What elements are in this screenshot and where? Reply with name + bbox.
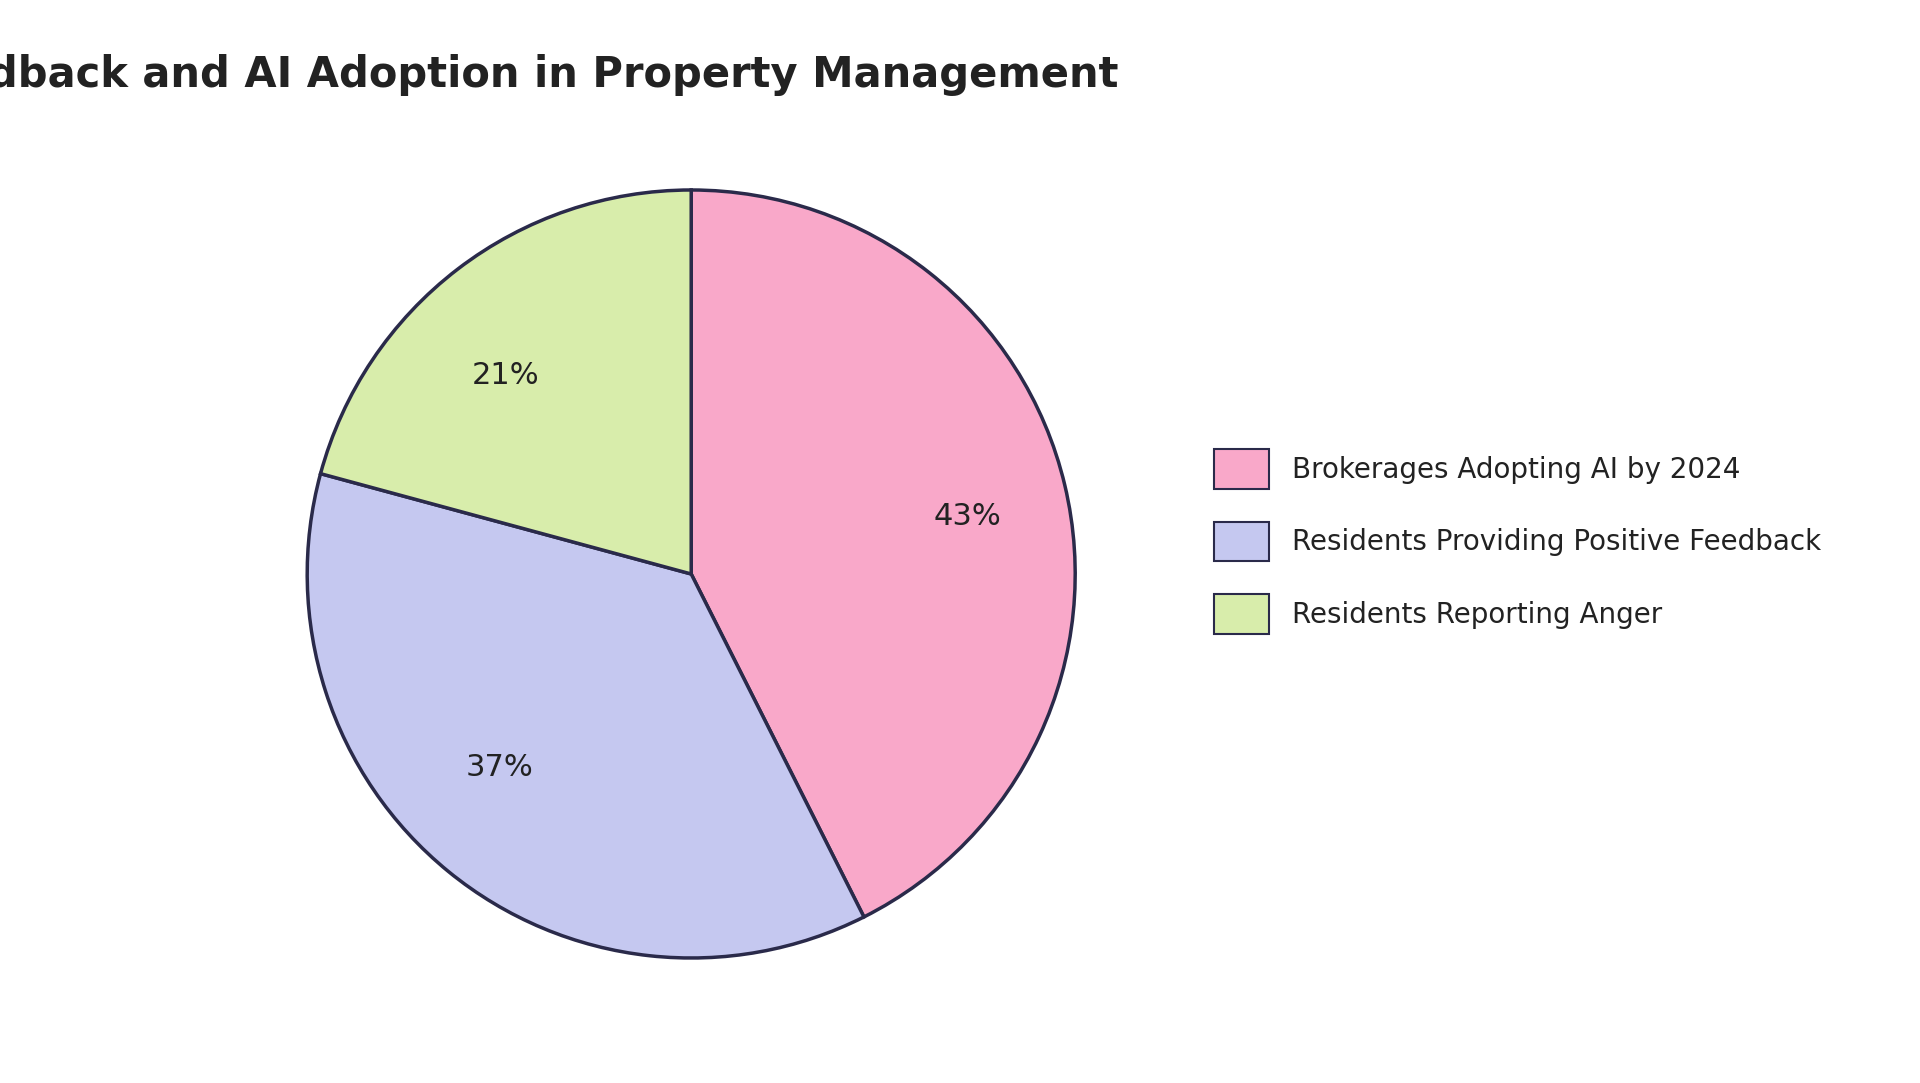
Wedge shape xyxy=(691,190,1075,917)
Text: Resident Feedback and AI Adoption in Property Management: Resident Feedback and AI Adoption in Pro… xyxy=(0,54,1119,96)
Wedge shape xyxy=(321,190,691,574)
Legend: Brokerages Adopting AI by 2024, Residents Providing Positive Feedback, Residents: Brokerages Adopting AI by 2024, Resident… xyxy=(1187,421,1849,662)
Text: 21%: 21% xyxy=(472,362,540,390)
Text: 43%: 43% xyxy=(933,501,1002,531)
Text: 37%: 37% xyxy=(467,753,534,782)
Wedge shape xyxy=(307,473,864,958)
